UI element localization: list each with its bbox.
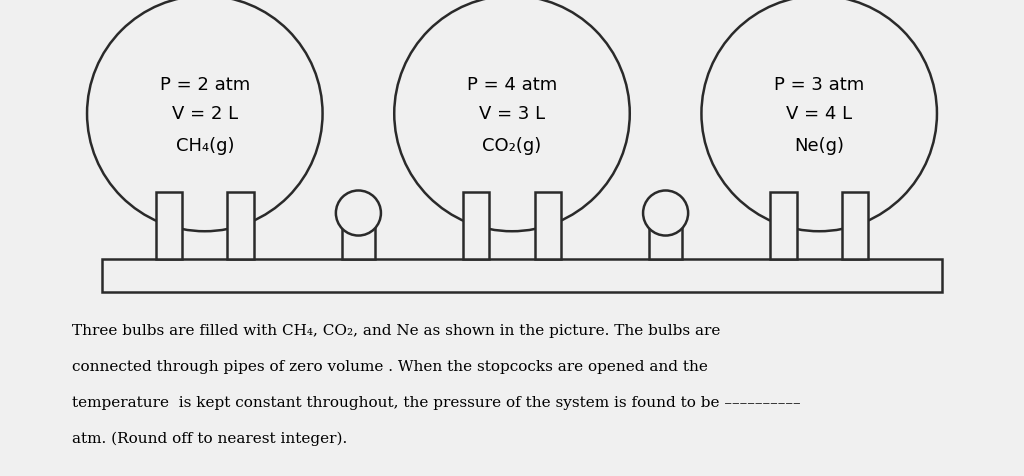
Text: P = 3 atm: P = 3 atm bbox=[774, 76, 864, 94]
Bar bbox=[156, 193, 182, 259]
Ellipse shape bbox=[701, 0, 937, 232]
Bar bbox=[535, 193, 561, 259]
Ellipse shape bbox=[336, 191, 381, 236]
Text: V = 2 L: V = 2 L bbox=[172, 105, 238, 123]
Bar bbox=[227, 193, 254, 259]
Text: V = 4 L: V = 4 L bbox=[786, 105, 852, 123]
Ellipse shape bbox=[643, 191, 688, 236]
Bar bbox=[342, 227, 375, 259]
Bar bbox=[842, 193, 868, 259]
Ellipse shape bbox=[87, 0, 323, 232]
Text: Ne(g): Ne(g) bbox=[795, 137, 844, 155]
Text: P = 4 atm: P = 4 atm bbox=[467, 76, 557, 94]
Text: P = 2 atm: P = 2 atm bbox=[160, 76, 250, 94]
Bar bbox=[102, 259, 942, 293]
Bar bbox=[463, 193, 489, 259]
Ellipse shape bbox=[394, 0, 630, 232]
Text: Three bulbs are filled with CH₄, CO₂, and Ne as shown in the picture. The bulbs : Three bulbs are filled with CH₄, CO₂, an… bbox=[72, 324, 720, 337]
Text: V = 3 L: V = 3 L bbox=[479, 105, 545, 123]
Text: connected through pipes of zero volume . When the stopcocks are opened and the: connected through pipes of zero volume .… bbox=[72, 359, 708, 373]
Bar bbox=[649, 227, 682, 259]
Text: atm. (Round off to nearest integer).: atm. (Round off to nearest integer). bbox=[72, 431, 347, 445]
Text: temperature  is kept constant throughout, the pressure of the system is found to: temperature is kept constant throughout,… bbox=[72, 395, 801, 409]
Bar bbox=[770, 193, 797, 259]
Text: CH₄(g): CH₄(g) bbox=[175, 137, 234, 155]
Text: CO₂(g): CO₂(g) bbox=[482, 137, 542, 155]
